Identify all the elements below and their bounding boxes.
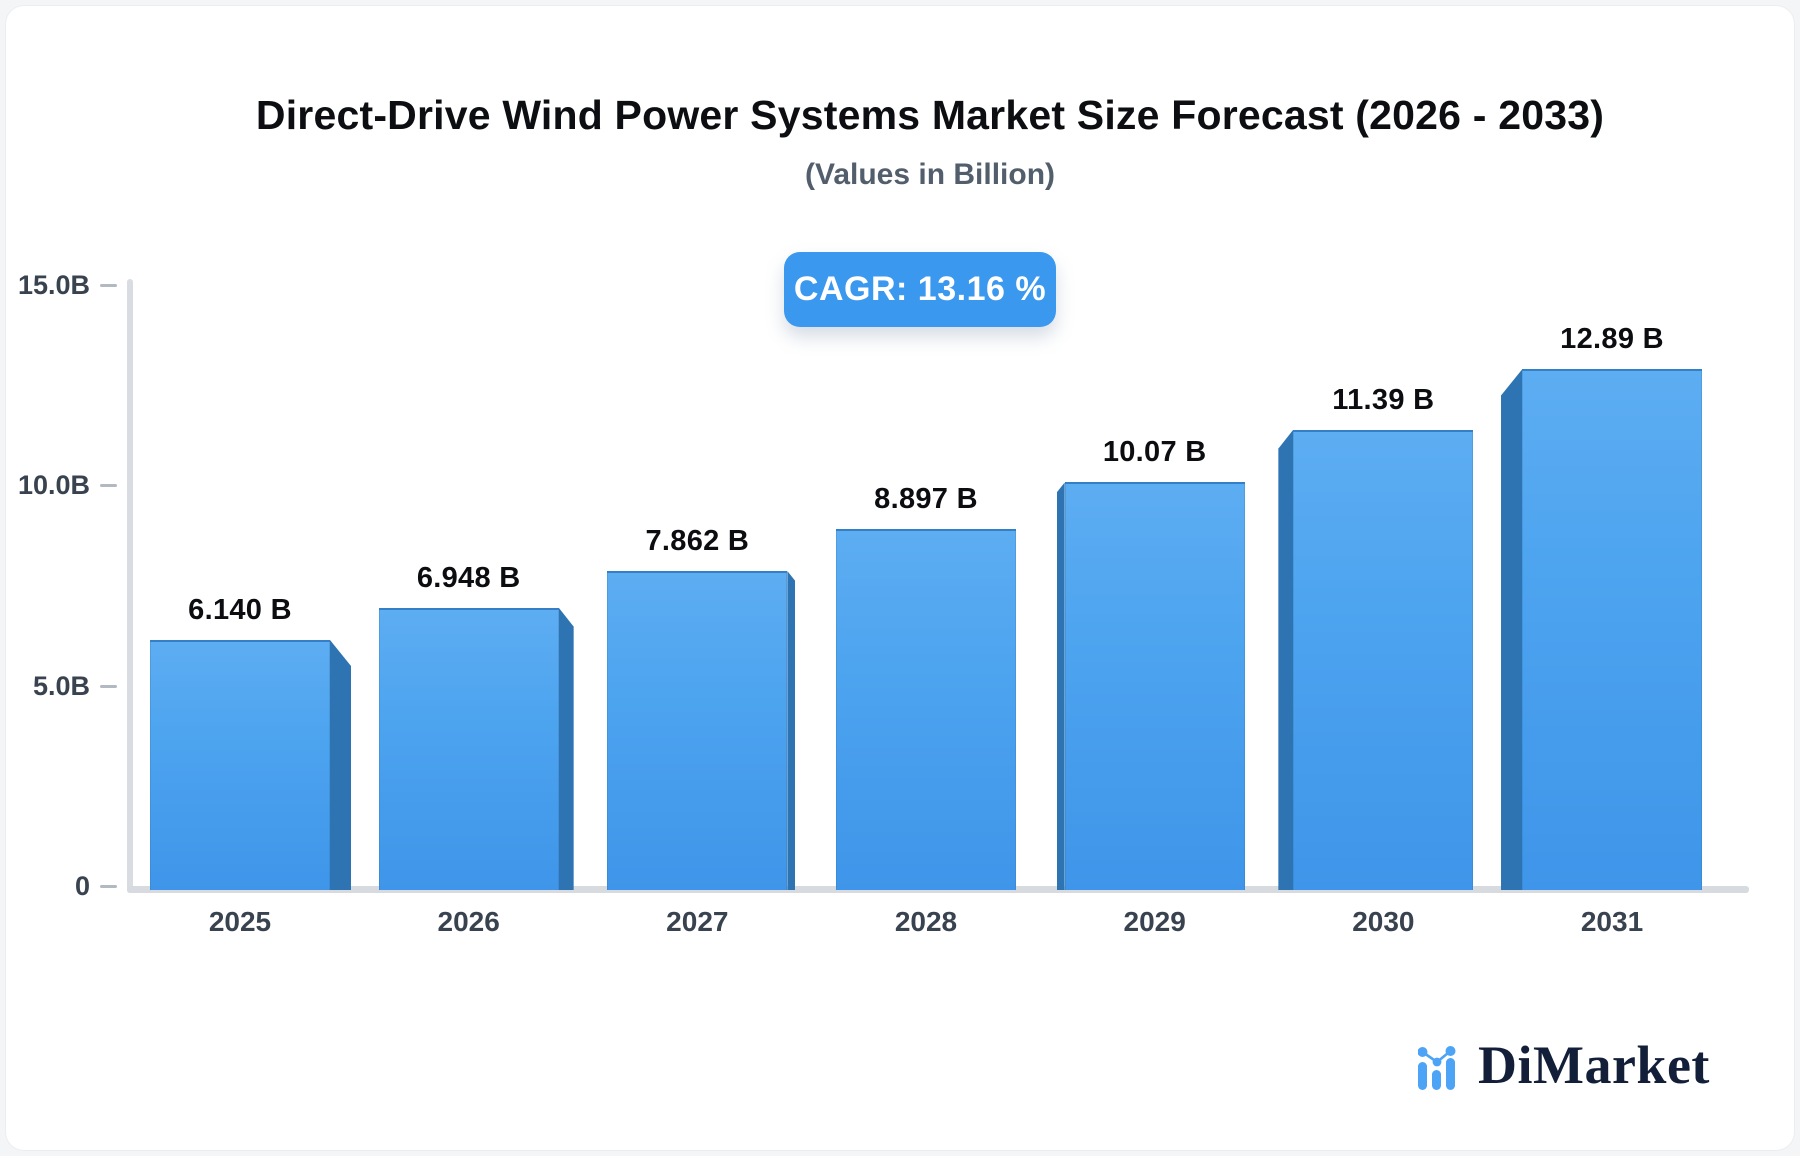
- y-axis-tick-label: 10.0B: [17, 470, 90, 501]
- y-axis-tick-dash: [100, 484, 117, 488]
- chart-title: Direct-Drive Wind Power Systems Market S…: [255, 92, 1605, 138]
- y-axis-tick-label: 15.0B: [17, 269, 90, 300]
- x-axis-tick-label: 2029: [1123, 906, 1186, 937]
- bar: [1293, 429, 1474, 890]
- bar-value-label: 10.07 B: [1102, 436, 1207, 469]
- bar: [1064, 482, 1245, 890]
- bar-side-face: [330, 639, 351, 890]
- y-axis-tick-dash: [100, 283, 117, 287]
- bar-value-label: 7.862 B: [645, 524, 750, 557]
- bar-line-chart-logo-icon: [1418, 1046, 1456, 1090]
- bar-value-label: 6.948 B: [416, 561, 521, 594]
- bar-value-label: 6.140 B: [188, 593, 292, 626]
- brand-logo: DiMarket: [1418, 1035, 1710, 1095]
- x-axis-tick-label: 2028: [894, 906, 958, 937]
- bar: [836, 529, 1016, 890]
- y-axis-tick-dash: [100, 684, 117, 688]
- x-axis-tick-label: 2026: [437, 906, 500, 937]
- bar-side-face: [1501, 369, 1523, 890]
- x-axis-tick-label: 2031: [1580, 906, 1644, 937]
- x-axis-tick-label: 2030: [1352, 906, 1415, 937]
- bar-side-face: [558, 607, 574, 890]
- bar: [378, 607, 559, 890]
- bar-side-face: [1056, 482, 1065, 890]
- bar-side-face: [787, 570, 796, 890]
- y-axis-tick-label: 0: [74, 871, 90, 901]
- x-axis-tick-label: 2025: [208, 906, 272, 937]
- bar-value-label: 8.897 B: [874, 483, 978, 516]
- bar-value-label: 11.39 B: [1332, 383, 1435, 416]
- bar: [1522, 369, 1703, 890]
- y-axis-tick-dash: [100, 885, 117, 888]
- bar: [607, 570, 788, 890]
- bar-side-face: [1278, 429, 1294, 890]
- brand-logo-text: DiMarket: [1478, 1035, 1710, 1095]
- bar: [150, 639, 330, 890]
- cagr-badge-label: CAGR: 13.16 %: [793, 270, 1047, 308]
- chart-subtitle: (Values in Billion): [804, 158, 1056, 191]
- x-axis-tick-label: 2027: [666, 906, 729, 937]
- y-axis-tick-label: 5.0B: [32, 670, 90, 701]
- cagr-badge: CAGR: 13.16 %: [784, 252, 1056, 327]
- bar-value-label: 12.89 B: [1560, 323, 1664, 356]
- y-axis-line: [127, 279, 133, 893]
